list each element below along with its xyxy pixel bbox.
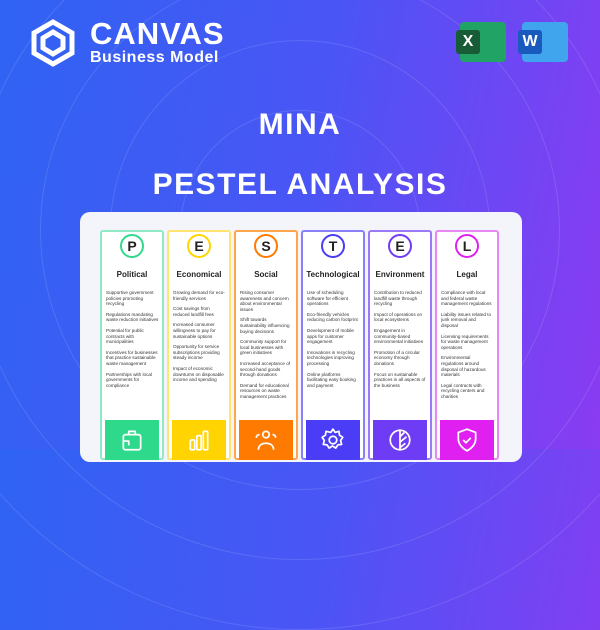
factor-item: Innovations in recycling technologies im… bbox=[307, 349, 355, 366]
column-icon-box bbox=[172, 420, 226, 460]
word-icon[interactable]: W bbox=[518, 22, 568, 62]
logo-icon bbox=[31, 19, 75, 67]
logo: CANVAS Business Model bbox=[28, 18, 225, 68]
factor-item: Environmental regulations around disposa… bbox=[441, 355, 486, 378]
brand-name: CANVAS bbox=[90, 16, 225, 51]
factor-item: Engagement in community-based environmen… bbox=[374, 327, 424, 345]
factor-item: Promotion of a circular economy through … bbox=[374, 349, 420, 366]
factor-item: Growing demand for eco-friendly services bbox=[173, 290, 225, 301]
column-icon-box bbox=[306, 420, 360, 460]
factor-list: Growing demand for eco-friendly services… bbox=[173, 290, 226, 388]
column-title: Legal bbox=[456, 270, 478, 279]
factor-item: Impact of economic downturns on disposab… bbox=[173, 365, 224, 383]
leaf-icon bbox=[389, 429, 411, 451]
page-subtitle: PESTEL ANALYSIS bbox=[152, 168, 448, 201]
factor-item: Development of mobile apps for customer … bbox=[307, 327, 354, 345]
pestel-column-legal: L Legal Compliance with local and federal… bbox=[435, 230, 499, 460]
letter-badge: S bbox=[254, 234, 278, 258]
column-icon-box bbox=[440, 420, 494, 460]
factor-item: Partnerships with local governments for … bbox=[106, 371, 152, 388]
factor-list: Compliance with local and federal waste … bbox=[441, 290, 494, 405]
factor-item: Regulations mandating waste reduction in… bbox=[106, 311, 159, 323]
column-title: Social bbox=[254, 270, 278, 279]
column-icon-box bbox=[105, 420, 159, 460]
factor-item: Shift towards sustainability influencing… bbox=[240, 317, 290, 334]
factor-item: Community support for local businesses w… bbox=[240, 339, 287, 356]
column-icon-box bbox=[239, 420, 293, 460]
pestel-column-social: S Social Rising consumer awareness and co… bbox=[234, 230, 298, 460]
factor-list: Contribution to reduced landfill waste t… bbox=[374, 290, 427, 393]
brand-subtitle: Business Model bbox=[90, 49, 219, 66]
column-title: Political bbox=[116, 270, 148, 279]
briefcase-icon bbox=[122, 430, 142, 451]
factor-item: Rising consumer awareness and concern ab… bbox=[240, 290, 289, 312]
factor-item: Opportunity for service subscriptions pr… bbox=[173, 344, 220, 361]
factor-item: Licensing requirements for waste managem… bbox=[441, 333, 489, 350]
column-title: Economical bbox=[176, 270, 222, 279]
factor-list: Use of scheduling software for efficient… bbox=[307, 290, 360, 393]
letter-badge: E bbox=[187, 234, 211, 258]
pestel-column-political: P Political Supportive government policie… bbox=[100, 230, 164, 460]
factor-item: Compliance with local and federal waste … bbox=[441, 290, 492, 307]
letter-badge: P bbox=[120, 234, 144, 258]
factor-item: Contribution to reduced landfill waste t… bbox=[374, 290, 422, 307]
factor-list: Rising consumer awareness and concern ab… bbox=[240, 290, 293, 405]
factor-item: Potential for public contracts with muni… bbox=[106, 327, 144, 345]
factor-list: Supportive government policies promoting… bbox=[106, 290, 159, 393]
users-icon bbox=[255, 430, 277, 450]
bar-chart-icon bbox=[189, 430, 209, 451]
gear-icon bbox=[321, 428, 344, 449]
factor-item: Liability issues related to junk removal… bbox=[441, 311, 492, 328]
factor-item: Focus on sustainable practices in all as… bbox=[374, 371, 426, 388]
pestel-column-economical: E Economical Growing demand for eco-frien… bbox=[167, 230, 231, 460]
factor-item: Supportive government policies promoting… bbox=[106, 290, 154, 307]
shield-icon bbox=[457, 428, 477, 452]
factor-item: Demand for educational resources on wast… bbox=[240, 382, 289, 399]
factor-item: Online platforms facilitating easy booki… bbox=[307, 371, 356, 388]
excel-icon[interactable]: X bbox=[456, 22, 506, 62]
column-icon-box bbox=[373, 420, 427, 460]
page-title: MINA bbox=[258, 108, 342, 141]
factor-item: Legal contracts with recycling centers a… bbox=[441, 382, 485, 399]
pestel-column-technological: T Technological Use of scheduling softwar… bbox=[301, 230, 365, 460]
factor-item: Increased consumer willingness to pay fo… bbox=[173, 322, 216, 339]
letter-badge: L bbox=[455, 234, 479, 258]
factor-item: Cost savings from reduced landfill fees bbox=[173, 306, 214, 317]
factor-item: Incentives for businesses that practice … bbox=[106, 349, 158, 366]
column-title: Technological bbox=[306, 270, 360, 279]
factor-item: Use of scheduling software for efficient… bbox=[307, 290, 349, 307]
pestel-column-environment: E Environment Contribution to reduced lan… bbox=[368, 230, 432, 460]
factor-item: Increased acceptance of second-hand good… bbox=[240, 360, 291, 378]
factor-item: Impact of operations on local ecosystems bbox=[374, 311, 423, 323]
factor-item: Eco-friendly vehicles reducing carbon fo… bbox=[307, 311, 358, 323]
letter-badge: E bbox=[388, 234, 412, 258]
column-title: Environment bbox=[375, 270, 425, 279]
letter-badge: T bbox=[321, 234, 345, 258]
